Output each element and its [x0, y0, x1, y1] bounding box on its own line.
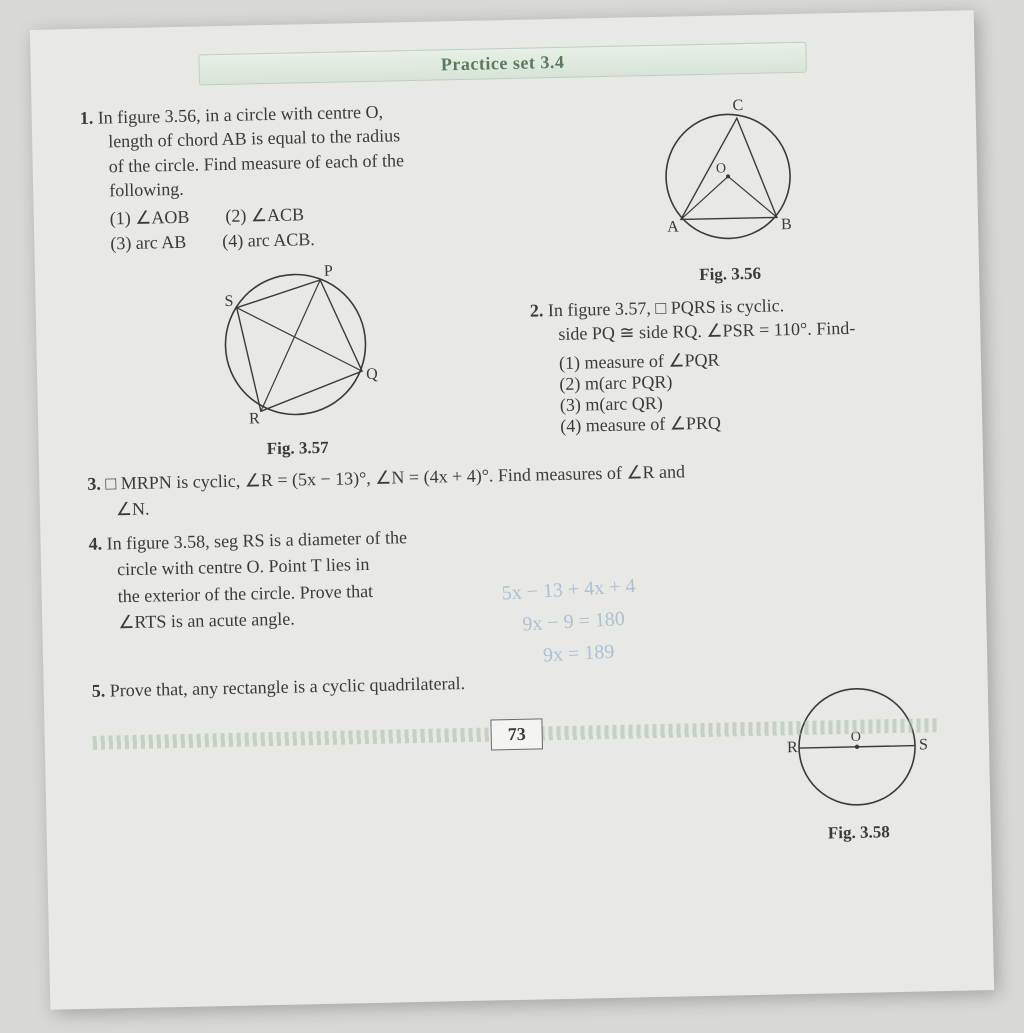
page: Practice set 3.4 1. In figure 3.56, in a…: [30, 10, 994, 1010]
question-1: 1. In figure 3.56, in a circle with cent…: [79, 97, 504, 255]
fig356-label-O: O: [716, 161, 726, 176]
q2-line1: In figure 3.57, □ PQRS is cyclic.: [548, 295, 785, 320]
q1-opt2: (2) ∠ACB: [225, 204, 304, 227]
practice-set-header: Practice set 3.4: [198, 42, 807, 86]
q5-text: Prove that, any rectangle is a cyclic qu…: [109, 673, 465, 700]
q1-number: 1.: [79, 108, 93, 128]
left-column: 1. In figure 3.56, in a circle with cent…: [79, 97, 508, 463]
fig357-caption: Fig. 3.57: [87, 434, 509, 463]
figure-3-58: R O S Fig. 3.58: [784, 673, 931, 844]
figure-3-57: S P Q R Fig. 3.57: [83, 258, 509, 463]
q5-number: 5.: [91, 680, 105, 700]
q2-options: (1) measure of ∠PQR (2) m(arc PQR) (3) m…: [559, 345, 935, 437]
q1-opt3: (3) arc AB: [110, 232, 186, 255]
scribble-c: 9x = 189: [542, 641, 614, 668]
q1-opt4: (4) arc ACB.: [222, 229, 315, 252]
q4-line1: In figure 3.58, seg RS is a diameter of …: [106, 528, 407, 554]
fig356-label-A: A: [667, 218, 679, 235]
fig356-label-B: B: [781, 216, 792, 233]
fig358-svg: R O S: [784, 679, 931, 818]
q1-line1: In figure 3.56, in a circle with centre …: [97, 102, 383, 128]
q1-opt1: (1) ∠AOB: [110, 207, 190, 230]
figure-3-56: C O A B Fig. 3.56: [526, 94, 932, 288]
question-3: 3. □ MRPN is cyclic, ∠R = (5x − 13)°, ∠N…: [87, 453, 936, 523]
question-2: 2. In figure 3.57, □ PQRS is cyclic. sid…: [530, 290, 935, 437]
fig356-svg: C O A B: [646, 97, 809, 260]
fig357-label-S: S: [224, 293, 233, 310]
two-column-layout: 1. In figure 3.56, in a circle with cent…: [79, 88, 934, 463]
fig356-caption: Fig. 3.56: [529, 260, 931, 288]
right-column: C O A B Fig. 3.56 2. In figure 3.57, □ P…: [525, 88, 934, 454]
q3-number: 3.: [87, 474, 101, 494]
question-4: 4. In figure 3.58, seg RS is a diameter …: [88, 513, 938, 635]
fig357-label-Q: Q: [366, 366, 378, 383]
fig357-label-P: P: [324, 263, 333, 280]
page-number: 73: [490, 718, 543, 750]
fig357-svg: S P Q R: [204, 261, 388, 435]
q2-number: 2.: [530, 300, 544, 320]
fig356-label-C: C: [732, 97, 743, 114]
fig358-caption: Fig. 3.58: [787, 821, 931, 844]
fig357-label-R: R: [249, 410, 260, 427]
q1-options: (1) ∠AOB (2) ∠ACB (3) arc AB (4) arc ACB…: [110, 200, 505, 254]
q4-number: 4.: [88, 534, 102, 554]
